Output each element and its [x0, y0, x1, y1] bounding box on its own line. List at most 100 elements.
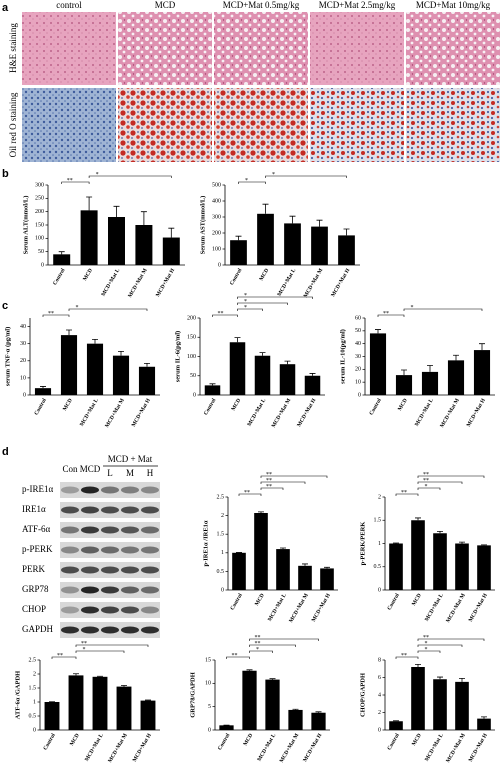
blot-band — [81, 606, 99, 614]
y-tick-label: 1 — [378, 541, 381, 547]
y-tick-label: 10 — [20, 375, 26, 381]
error-bar — [262, 203, 269, 214]
error-bar — [92, 338, 98, 344]
group-label: MCD + Mat — [108, 454, 153, 464]
error-bar — [316, 219, 323, 227]
significance-bracket — [260, 487, 284, 490]
x-tick-label: MCD+Mat M — [104, 397, 126, 429]
chart: 0 50 100 150 200 250 300 Serum ALT(mmol/L) Contr… — [22, 172, 185, 299]
x-tick-label: MCD+Mat H — [330, 267, 351, 298]
significance-label: ** — [67, 178, 73, 184]
x-tick-label: MCD — [62, 398, 74, 412]
x-tick-label: MCD+Mat H — [131, 397, 152, 428]
blot-band — [101, 566, 119, 574]
row-header: H&E staining — [8, 23, 18, 73]
x-tick-label: Control — [387, 732, 402, 751]
y-tick-label: 10 — [355, 380, 361, 386]
significance-label: ** — [401, 490, 407, 496]
blot-band — [101, 506, 119, 514]
bar — [138, 366, 156, 395]
x-tick-label: MCD+Mat H — [466, 397, 487, 428]
blot-band — [121, 526, 139, 534]
image — [214, 88, 308, 162]
bar — [140, 700, 156, 730]
column-header: MCD+Mat 10mg/kg — [416, 0, 491, 10]
bar — [304, 375, 321, 395]
blot-band — [81, 626, 99, 634]
significance-bracket — [75, 644, 149, 647]
significance-bracket — [249, 650, 273, 653]
y-tick-label: 100 — [212, 246, 221, 252]
blot-band — [81, 586, 99, 594]
y-tick-label: 60 — [355, 315, 361, 321]
y-tick-label: 2 — [221, 513, 224, 519]
blot-band — [61, 526, 79, 534]
blot-band — [81, 526, 99, 534]
bar — [455, 681, 469, 730]
error-bar — [343, 228, 350, 236]
y-axis-label: Serum AST(mmol/L) — [199, 196, 206, 255]
significance-bracket — [68, 308, 148, 311]
x-tick-label: Control — [43, 732, 58, 751]
error-bar — [401, 369, 407, 376]
significance-bracket — [237, 308, 263, 311]
error-bar — [481, 716, 487, 719]
blot-band — [141, 506, 159, 514]
error-bar — [259, 352, 266, 356]
panel-label: d — [2, 446, 9, 458]
x-tick-label: MCD+Mat M — [445, 592, 467, 624]
blot-band — [121, 566, 139, 574]
x-tick-label: MCD+Mat H — [296, 397, 317, 428]
y-tick-label: 50 — [355, 328, 361, 334]
x-tick-label: Control — [369, 397, 384, 416]
bar — [116, 686, 132, 730]
blot-band — [61, 626, 79, 634]
y-tick-label: 1.5 — [29, 685, 37, 691]
y-axis-label: ATF-6α /GAPDH — [14, 671, 21, 719]
blot-band — [81, 506, 99, 514]
significance-label: * — [96, 172, 99, 178]
significance-bracket — [237, 302, 288, 305]
x-tick-label: Control — [34, 397, 49, 416]
bar — [232, 552, 246, 590]
blot-band — [121, 626, 139, 634]
blot-row-label: GRP78 — [22, 584, 49, 594]
y-axis-label: GRP78/GAPDH — [189, 672, 196, 718]
significance-bracket — [249, 644, 296, 647]
x-tick-label: MCD — [82, 268, 94, 282]
lane-label: MCD — [80, 464, 101, 474]
y-tick-label: 10 — [205, 681, 211, 687]
bar — [242, 670, 257, 730]
bar — [455, 543, 469, 590]
bar — [421, 371, 439, 395]
y-tick-label: 0 — [358, 392, 361, 398]
error-bar — [66, 329, 72, 336]
y-axis-label: serum IL-10(pg/ml) — [339, 329, 346, 384]
bar — [433, 679, 447, 730]
bar — [477, 718, 491, 730]
error-bar — [118, 350, 124, 356]
y-tick-label: 0 — [23, 392, 26, 398]
x-tick-label: MCD — [397, 398, 409, 412]
blot-band — [121, 486, 139, 494]
panel-label: b — [2, 168, 9, 180]
lane-label: L — [107, 468, 113, 478]
x-tick-label: MCD+Mat L — [424, 592, 445, 622]
bar — [112, 355, 130, 395]
x-tick-label: MCD+Mat L — [277, 267, 298, 297]
bar — [254, 512, 268, 590]
significance-bracket — [377, 314, 405, 317]
error-bar — [234, 337, 241, 343]
significance-bracket — [403, 308, 483, 311]
bar — [276, 549, 290, 590]
bar — [311, 226, 328, 265]
bar — [311, 712, 326, 730]
blot-band — [61, 506, 79, 514]
y-tick-label: 6 — [378, 675, 381, 681]
significance-label: * — [83, 647, 86, 653]
significance-label: * — [256, 647, 259, 653]
blot-band — [141, 586, 159, 594]
bar — [219, 725, 234, 730]
